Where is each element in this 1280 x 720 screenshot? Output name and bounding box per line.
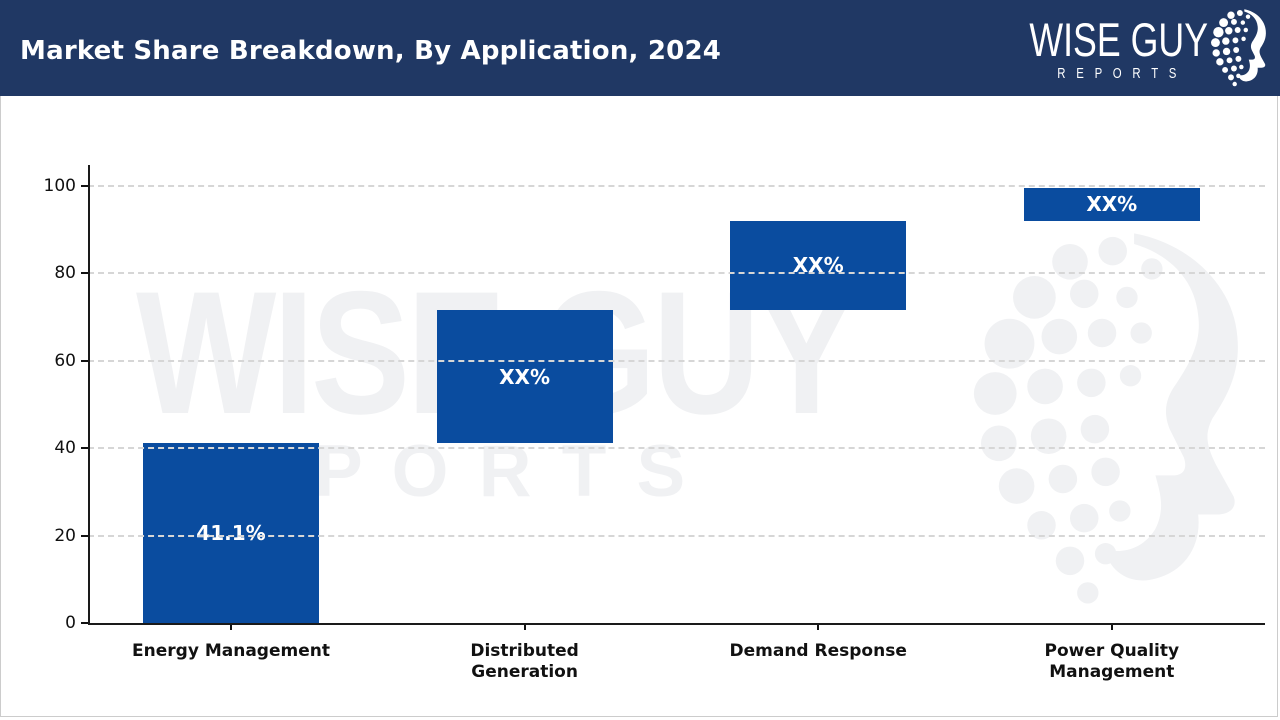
page-title: Market Share Breakdown, By Application, … bbox=[20, 36, 722, 66]
logo-tagline-text: R E P O R T S bbox=[1057, 65, 1181, 82]
bar-demand-response: XX% bbox=[730, 220, 907, 311]
y-tick-mark bbox=[81, 534, 88, 537]
y-tick-label: 0 bbox=[65, 613, 76, 633]
gridline-80 bbox=[88, 272, 1265, 275]
x-axis-label-line: Generation bbox=[471, 662, 578, 682]
bar-value-label: 41.1% bbox=[196, 521, 266, 546]
y-tick-label: 80 bbox=[54, 263, 76, 284]
y-tick-mark bbox=[81, 359, 88, 362]
x-axis-label-line: Power Quality bbox=[1044, 641, 1180, 661]
y-tick-mark bbox=[81, 622, 88, 624]
gridline-100 bbox=[88, 185, 1265, 187]
y-tick-label: 100 bbox=[43, 176, 76, 196]
x-tick-mark bbox=[817, 623, 820, 630]
x-axis-line bbox=[88, 623, 1265, 625]
bar-energy-management: 41.1% bbox=[143, 443, 319, 623]
y-tick-mark bbox=[81, 447, 88, 450]
frame-border-bottom bbox=[0, 716, 1278, 717]
wise-guy-logo: WISE GUY R E P O R T S bbox=[1029, 16, 1208, 82]
logo-name-text: WISE GUY bbox=[1029, 13, 1208, 66]
x-axis-label-line: Distributed bbox=[470, 641, 579, 661]
x-tick-mark bbox=[523, 623, 526, 630]
bar-power-quality-management: XX% bbox=[1023, 188, 1200, 221]
bar-distributed-generation: XX% bbox=[436, 310, 613, 444]
bar-value-label: XX% bbox=[499, 364, 551, 389]
header-band: Market Share Breakdown, By Application, … bbox=[0, 0, 1280, 96]
watermark-head-icon bbox=[973, 233, 1238, 604]
frame-border-right bbox=[1277, 96, 1278, 716]
gridline-60 bbox=[88, 359, 1265, 362]
y-axis-line bbox=[88, 165, 90, 625]
y-tick-label: 20 bbox=[54, 525, 76, 546]
x-axis-label-power-quality-management: Power Quality Management bbox=[965, 641, 1259, 683]
y-tick-mark bbox=[81, 272, 88, 275]
bar-value-label: XX% bbox=[1086, 192, 1138, 217]
x-tick-mark bbox=[1110, 623, 1113, 630]
y-tick-label: 60 bbox=[54, 350, 76, 371]
x-axis-label-demand-response: Demand Response bbox=[671, 641, 965, 662]
gridline-40 bbox=[88, 447, 1265, 450]
waterfall-chart: 41.1% Energy Management XX% Distributed Gene… bbox=[0, 96, 1280, 720]
x-axis-label-line: Energy Management bbox=[132, 641, 330, 661]
y-tick-label: 40 bbox=[54, 438, 76, 459]
x-axis-label-line: Management bbox=[1049, 662, 1175, 682]
gridline-20 bbox=[88, 534, 1265, 537]
x-axis-label-energy-management: Energy Management bbox=[84, 641, 378, 662]
frame-border-left bbox=[0, 96, 1, 716]
x-tick-mark bbox=[230, 623, 232, 630]
x-axis-label-distributed-generation: Distributed Generation bbox=[378, 641, 672, 683]
y-tick-mark bbox=[81, 185, 88, 187]
head-profile-logo-icon bbox=[1211, 9, 1266, 87]
x-axis-label-line: Demand Response bbox=[729, 641, 907, 661]
